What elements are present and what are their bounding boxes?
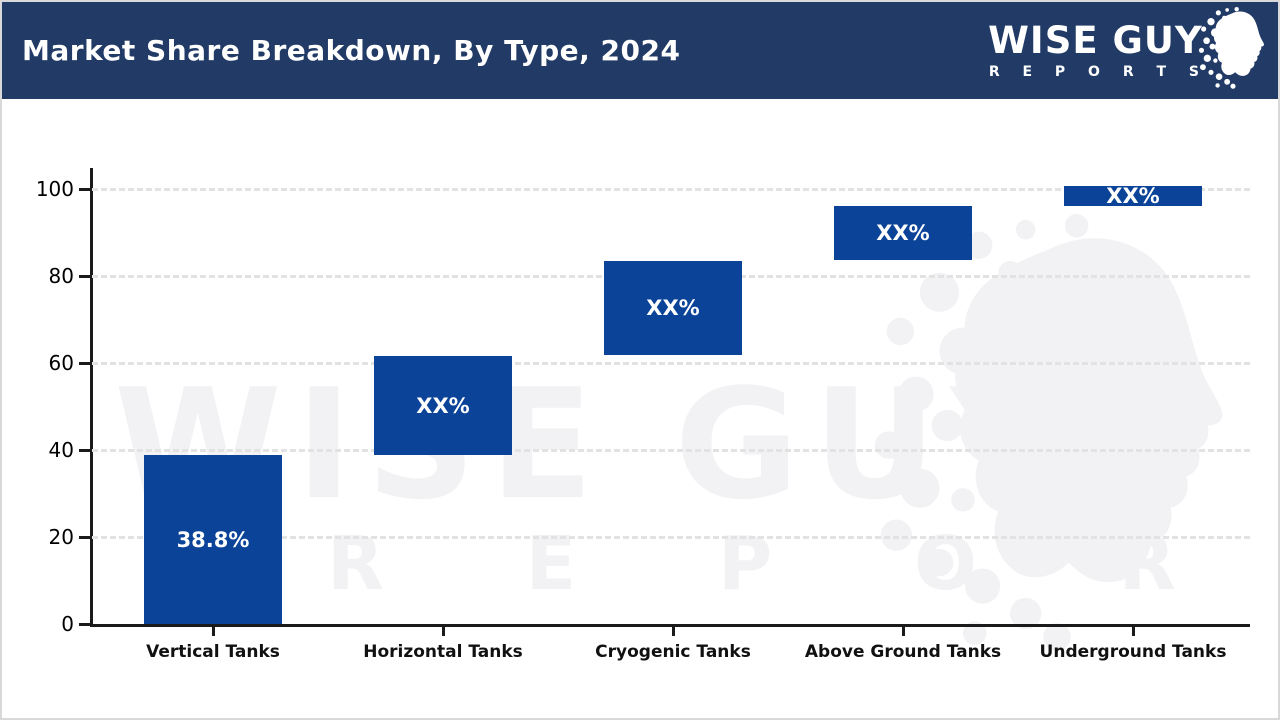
- chart-title: Market Share Breakdown, By Type, 2024: [22, 34, 681, 67]
- logo-subtext: R E P O R T S: [988, 64, 1208, 80]
- bar-value-label: XX%: [1106, 183, 1160, 208]
- bar-cryogenic-tanks: [604, 261, 742, 356]
- logo-wordmark: WISE GUY: [988, 19, 1203, 62]
- bar-above-ground-tanks: [834, 205, 972, 260]
- y-tick-label: 0: [61, 612, 74, 636]
- gridline: [92, 536, 1250, 539]
- bar-value-label: XX%: [646, 296, 700, 321]
- bar-horizontal-tanks: [374, 356, 512, 456]
- x-tick-mark: [902, 627, 905, 636]
- gridline: [92, 449, 1250, 452]
- bar-underground-tanks: [1064, 186, 1202, 206]
- y-tick-mark: [79, 275, 90, 278]
- bar-value-label: XX%: [416, 393, 470, 418]
- bar-value-label: 38.8%: [176, 527, 250, 552]
- y-tick-label: 100: [35, 177, 74, 201]
- y-tick-label: 80: [48, 264, 74, 288]
- logo-text: WISE GUY R E P O R T S: [983, 22, 1208, 79]
- y-tick-label: 20: [48, 525, 74, 549]
- y-axis-spine: [90, 168, 93, 626]
- x-tick-label: Underground Tanks: [1039, 642, 1227, 662]
- x-tick-mark: [212, 627, 215, 636]
- x-tick-mark: [1132, 627, 1135, 636]
- y-tick-mark: [79, 362, 90, 365]
- y-tick-mark: [79, 188, 90, 191]
- x-tick-label: Vertical Tanks: [146, 642, 280, 662]
- dotted-head-profile-icon: [1198, 6, 1264, 89]
- y-tick-mark: [79, 536, 90, 539]
- y-tick-mark: [79, 449, 90, 452]
- y-tick-label: 40: [48, 438, 74, 462]
- y-tick-label: 60: [48, 351, 74, 375]
- x-tick-label: Above Ground Tanks: [804, 642, 1002, 662]
- header-bar: Market Share Breakdown, By Type, 2024 WI…: [2, 2, 1278, 99]
- x-axis-spine: [90, 624, 1250, 627]
- x-tick-mark: [672, 627, 675, 636]
- x-tick-label: Cryogenic Tanks: [595, 642, 751, 662]
- y-tick-mark: [79, 623, 90, 626]
- gridline: [92, 362, 1250, 365]
- gridline: [92, 188, 1250, 191]
- x-tick-mark: [442, 627, 445, 636]
- wise-guy-reports-logo: WISE GUY R E P O R T S: [983, 6, 1278, 95]
- bar-vertical-tanks: [144, 455, 282, 624]
- x-tick-label: Horizontal Tanks: [363, 642, 523, 662]
- bar-value-label: XX%: [876, 220, 930, 245]
